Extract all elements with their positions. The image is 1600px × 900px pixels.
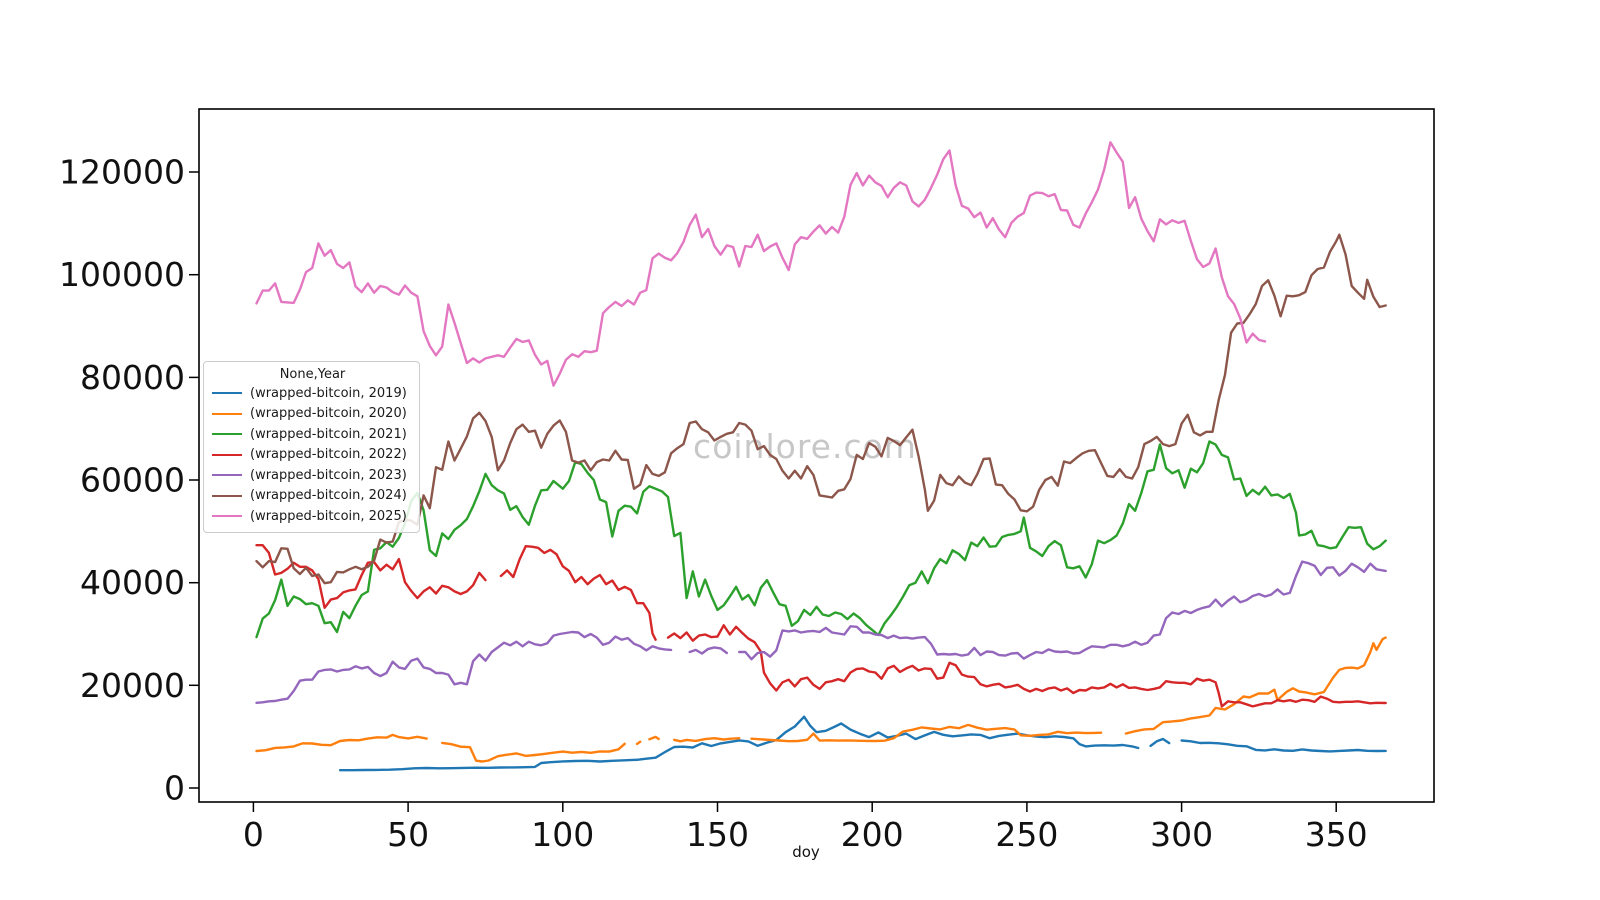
- y-tick-label: 100000: [59, 255, 185, 294]
- legend-line-2025: [212, 515, 242, 518]
- legend-line-2021: [212, 433, 242, 436]
- legend-item-2019: (wrapped-bitcoin, 2019): [212, 383, 413, 404]
- x-tick-label: 250: [995, 815, 1058, 854]
- x-tick-label: 300: [1150, 815, 1213, 854]
- x-tick-label: 150: [686, 815, 749, 854]
- x-axis-label: doy: [792, 843, 820, 861]
- x-tick-label: 200: [841, 815, 904, 854]
- legend-item-2022: (wrapped-bitcoin, 2022): [212, 445, 413, 466]
- legend-item-2024: (wrapped-bitcoin, 2024): [212, 486, 413, 507]
- y-tick-label: 120000: [59, 153, 185, 192]
- x-tick-label: 50: [387, 815, 429, 854]
- x-tick-label: 350: [1305, 815, 1368, 854]
- legend-title: None,Year: [279, 367, 346, 382]
- y-tick-label: 60000: [80, 461, 185, 500]
- legend-line-2019: [212, 392, 242, 395]
- series-line-2024: [255, 233, 1387, 585]
- series-line-2022: [255, 544, 1387, 708]
- legend-item-2023: (wrapped-bitcoin, 2023): [212, 465, 413, 486]
- series-lines: [255, 141, 1387, 772]
- legend-item-2025: (wrapped-bitcoin, 2025): [212, 506, 413, 527]
- legend-line-2023: [212, 474, 242, 477]
- legend-line-2024: [212, 494, 242, 497]
- y-tick-label: 80000: [80, 358, 185, 397]
- legend-line-2022: [212, 453, 242, 456]
- legend-item-2021: (wrapped-bitcoin, 2021): [212, 424, 413, 445]
- y-tick-label: 40000: [80, 563, 185, 602]
- series-line-2020: [255, 636, 1387, 763]
- x-tick-label: 100: [531, 815, 594, 854]
- legend: None,Year (wrapped-bitcoin, 2019) (wrapp…: [203, 361, 420, 533]
- y-tick-label: 20000: [80, 666, 185, 705]
- series-line-2021: [255, 440, 1387, 639]
- legend-item-2020: (wrapped-bitcoin, 2020): [212, 404, 413, 425]
- series-line-2025: [255, 141, 1267, 387]
- plot-border: [198, 108, 1435, 803]
- legend-line-2020: [212, 412, 242, 415]
- series-line-2019: [338, 715, 1387, 772]
- y-tick-label: 0: [164, 769, 185, 808]
- axis-tick-labels: 0 50 100 150 200 250 300 350 0 20000 40000 60000 800…: [59, 153, 1368, 855]
- axis-ticks: [189, 171, 1337, 812]
- x-tick-label: 0: [243, 815, 264, 854]
- series-line-2023: [255, 560, 1387, 704]
